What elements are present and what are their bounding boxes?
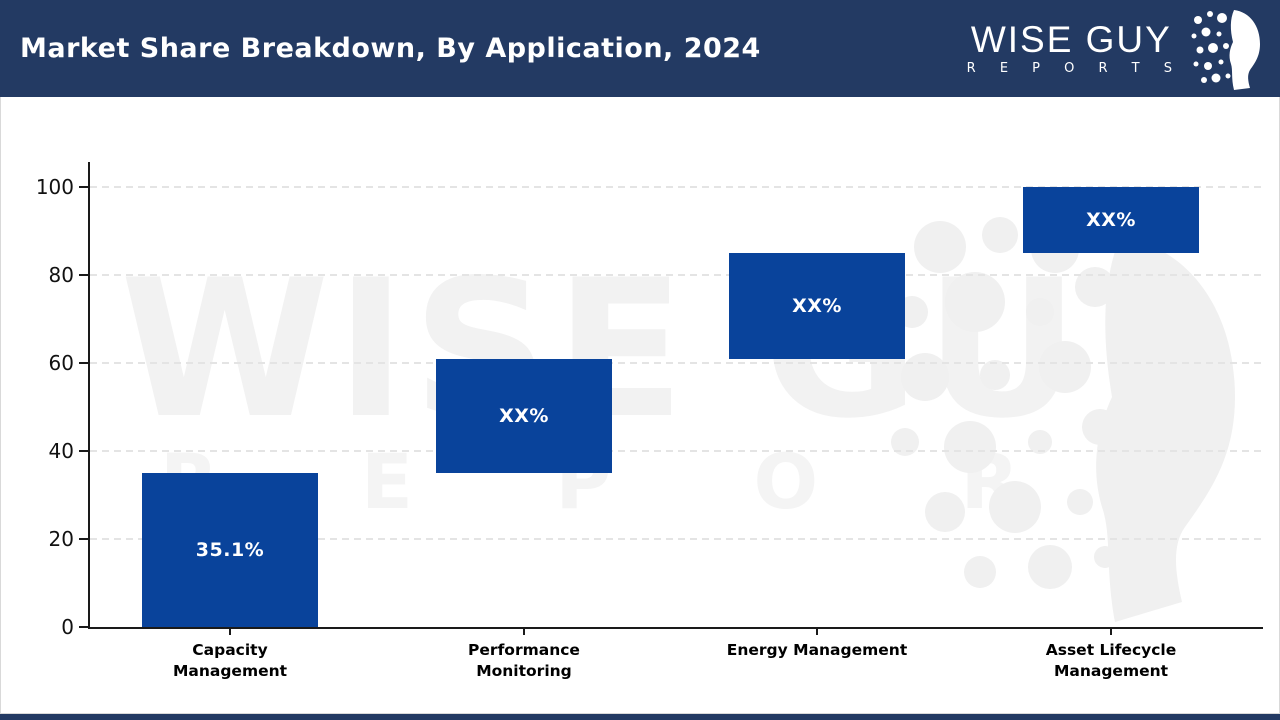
chart-title: Market Share Breakdown, By Application, … [20,33,761,64]
bottom-edge-border [0,713,1280,714]
y-tick-mark-80 [79,274,88,276]
bar-value-label: XX% [499,404,549,427]
category-label: Energy Management [726,641,908,659]
y-tick-label-80: 80 [48,263,74,287]
footer-strip [0,714,1280,720]
y-tick-label-100: 100 [35,175,74,199]
gridline-20 [90,538,1262,540]
category-label: Performance Monitoring [468,641,580,680]
category-label: Asset Lifecycle Management [1045,641,1177,680]
left-edge-border [0,97,1,720]
header-bar: Market Share Breakdown, By Application, … [0,0,1280,97]
bar-value-label: 35.1% [195,538,265,561]
y-tick-mark-20 [79,538,88,540]
logo-dotted-head-icon [1191,9,1260,90]
bar-1: XX% [436,358,612,473]
y-tick-mark-60 [79,362,88,364]
bar-value-label: XX% [792,294,842,317]
y-tick-label-0: 0 [61,615,74,639]
y-tick-label-60: 60 [48,351,74,375]
x-axis-line [88,627,1263,629]
logo-text: WISE GUY R E P O R T S [961,19,1182,77]
gridline-40 [90,450,1262,452]
gridline-80 [90,274,1262,276]
logo-wordmark: WISE GUY [970,19,1172,60]
category-label: Capacity Management [172,641,288,680]
y-tick-mark-100 [79,186,88,188]
gridline-60 [90,362,1262,364]
bar-2: XX% [729,253,905,359]
x-tick-mark-2 [816,629,818,635]
logo-reports-text: R E P O R T S [966,61,1182,76]
x-tick-mark-0 [229,629,231,635]
bar-3: XX% [1023,187,1199,253]
bar-value-label: XX% [1086,209,1136,231]
y-tick-mark-0 [79,626,88,628]
x-tick-mark-3 [1110,629,1112,635]
wise-guy-reports-logo: WISE GUY R E P O R T S [961,6,1262,92]
y-tick-label-20: 20 [48,527,74,551]
y-axis-line [88,162,90,629]
y-tick-label-40: 40 [48,439,74,463]
bar-0: 35.1% [142,472,318,627]
gridline-100 [90,186,1262,188]
y-tick-mark-40 [79,450,88,452]
x-tick-mark-1 [523,629,525,635]
